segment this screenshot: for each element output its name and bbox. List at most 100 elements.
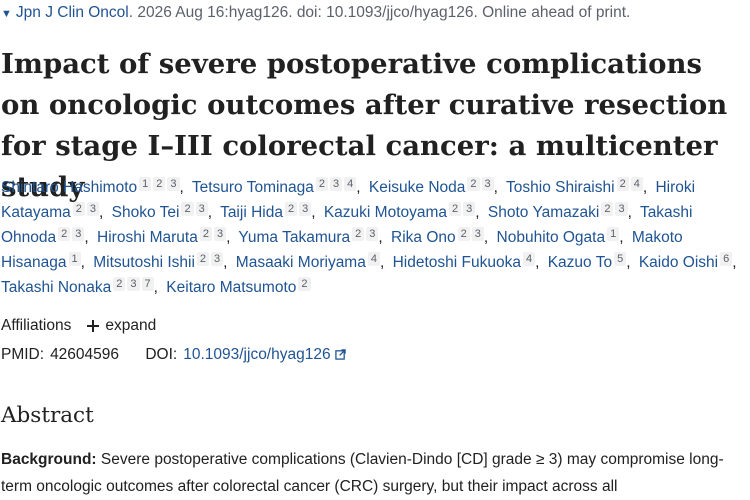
plus-icon[interactable] [87, 320, 100, 332]
author-separator: , [493, 179, 498, 196]
affiliation-number[interactable]: 6 [720, 252, 733, 266]
author-item: Toshio Shiraishi 2 4, [506, 177, 651, 196]
caret-down-icon[interactable]: ▼ [1, 8, 12, 20]
author-item: Keisuke Noda 2 3, [368, 177, 502, 196]
affiliation-number[interactable]: 2 [601, 202, 614, 216]
affiliation-number[interactable]: 4 [630, 177, 643, 191]
affiliation-number[interactable]: 3 [211, 252, 224, 266]
affiliation-number[interactable]: 3 [127, 277, 140, 291]
affiliation-number[interactable]: 2 [352, 227, 365, 241]
author-name[interactable]: Shintaro Hashimoto [1, 179, 138, 196]
author-name[interactable]: Rika Ono [391, 229, 456, 246]
author-separator: , [223, 254, 228, 271]
affiliation-number[interactable]: 4 [367, 252, 380, 266]
affiliation-number[interactable]: 3 [299, 202, 312, 216]
pmid-value: 42604596 [50, 346, 120, 363]
author-name[interactable]: Shoto Yamazaki [487, 204, 600, 221]
author-item: Kazuki Motoyama 2 3, [323, 202, 484, 221]
background-label: Background: [1, 451, 97, 468]
author-name[interactable]: Mitsutoshi Ishii [93, 254, 195, 271]
author-name[interactable]: Tetsuro Tominaga [191, 179, 314, 196]
doi-label: DOI: [145, 346, 178, 363]
author-separator: , [378, 229, 383, 246]
affiliation-number[interactable]: 3 [481, 177, 494, 191]
author-name[interactable]: Kazuo To [547, 254, 613, 271]
author-separator: , [379, 254, 385, 271]
affiliation-number[interactable]: 2 [181, 202, 194, 216]
author-name[interactable]: Takashi Ohnoda [1, 204, 693, 246]
doi-link[interactable]: 10.1093/jjco/hyag126 [183, 346, 331, 363]
author-item: Masaaki Moriyama 4, [235, 252, 389, 271]
affiliation-number[interactable]: 4 [344, 177, 357, 191]
author-name[interactable]: Makoto Hisanaga [1, 229, 683, 271]
affiliation-number[interactable]: 3 [213, 227, 227, 241]
affiliation-number[interactable]: 2 [153, 177, 166, 191]
author-name[interactable]: Kazuki Motoyama [323, 204, 448, 221]
affiliation-number[interactable]: 2 [284, 202, 298, 216]
author-name[interactable]: Masaaki Moriyama [235, 254, 366, 271]
affiliation-number[interactable]: 1 [139, 177, 152, 191]
author-name[interactable]: Hiroshi Maruta [97, 229, 198, 246]
author-name[interactable]: Keisuke Noda [368, 179, 466, 196]
affiliation-number[interactable]: 2 [196, 252, 210, 266]
affiliation-number[interactable]: 2 [616, 177, 629, 191]
author-name[interactable]: Hiroki Katayama [1, 179, 696, 221]
citation-line: ▼ Jpn J Clin Oncol. 2026 Aug 16:hyag126. … [1, 4, 630, 22]
author-item: Shoto Yamazaki 2 3, [487, 202, 636, 221]
author-item: Mitsutoshi Ishii 2 3, [93, 252, 231, 271]
affiliation-number[interactable]: 3 [330, 177, 343, 191]
affiliation-number[interactable]: 2 [449, 202, 462, 216]
author-name[interactable]: Toshio Shiraishi [506, 179, 615, 196]
author-separator: , [626, 254, 631, 271]
author-item: Makoto Hisanaga 1, [1, 229, 683, 271]
affiliation-number[interactable]: 3 [86, 202, 100, 216]
author-name[interactable]: Keitaro Matsumoto [166, 279, 297, 296]
affiliation-number[interactable]: 5 [614, 252, 627, 266]
author-separator: , [207, 204, 213, 221]
affiliation-number[interactable]: 2 [298, 277, 311, 291]
author-item: Hiroshi Maruta 2 3, [97, 227, 234, 246]
affiliation-number[interactable]: 3 [195, 202, 208, 216]
affiliation-number[interactable]: 3 [615, 202, 628, 216]
affiliation-number[interactable]: 4 [522, 252, 536, 266]
author-item: Tetsuro Tominaga 2 3 4, [191, 177, 365, 196]
author-separator: , [179, 179, 184, 196]
affiliations-label: Affiliations [1, 317, 72, 334]
journal-link[interactable]: Jpn J Clin Oncol [15, 4, 129, 21]
affiliation-number[interactable]: 2 [113, 277, 126, 291]
affiliation-number[interactable]: 1 [68, 252, 81, 266]
author-name[interactable]: Kaido Oishi [638, 254, 719, 271]
author-item: Yuma Takamura 2 3, [238, 227, 386, 246]
author-separator: , [84, 229, 89, 246]
identifiers-row: PMID: 42604596 DOI: 10.1093/jjco/hyag126 [1, 346, 346, 364]
affiliation-number[interactable]: 3 [72, 227, 85, 241]
author-name[interactable]: Yuma Takamura [238, 229, 351, 246]
affiliation-number[interactable]: 3 [471, 227, 484, 241]
affiliation-number[interactable]: 3 [463, 202, 476, 216]
affiliation-number[interactable]: 3 [167, 177, 180, 191]
background-text: Severe postoperative complications (Clav… [1, 451, 724, 495]
affiliation-number[interactable]: 2 [457, 227, 470, 241]
affiliation-number[interactable]: 2 [58, 227, 71, 241]
author-separator: , [535, 254, 540, 271]
author-name[interactable]: Taiji Hida [220, 204, 283, 221]
affiliation-number[interactable]: 7 [141, 277, 154, 291]
affiliation-number[interactable]: 2 [315, 177, 329, 191]
affiliation-number[interactable]: 1 [607, 227, 620, 241]
affiliation-number[interactable]: 2 [467, 177, 480, 191]
external-link-icon[interactable] [334, 349, 346, 360]
author-name[interactable]: Hidetoshi Fukuoka [392, 254, 521, 271]
affiliation-number[interactable]: 2 [72, 202, 85, 216]
author-separator: , [475, 204, 480, 221]
author-name[interactable]: Nobuhito Ogata [496, 229, 606, 246]
author-list: Shintaro Hashimoto 1 2 3, Tetsuro Tominaga 2… [1, 175, 749, 300]
affiliation-number[interactable]: 2 [199, 227, 212, 241]
author-separator: , [732, 254, 737, 271]
author-item: Takashi Ohnoda 2 3, [1, 204, 693, 246]
author-item: Kaido Oishi 6, [638, 252, 741, 271]
affiliation-number[interactable]: 3 [366, 227, 379, 241]
author-name[interactable]: Takashi Nonaka [1, 279, 112, 296]
author-item: Nobuhito Ogata 1, [496, 227, 628, 246]
expand-affiliations-button[interactable]: expand [105, 317, 157, 334]
author-name[interactable]: Shoko Tei [111, 204, 180, 221]
